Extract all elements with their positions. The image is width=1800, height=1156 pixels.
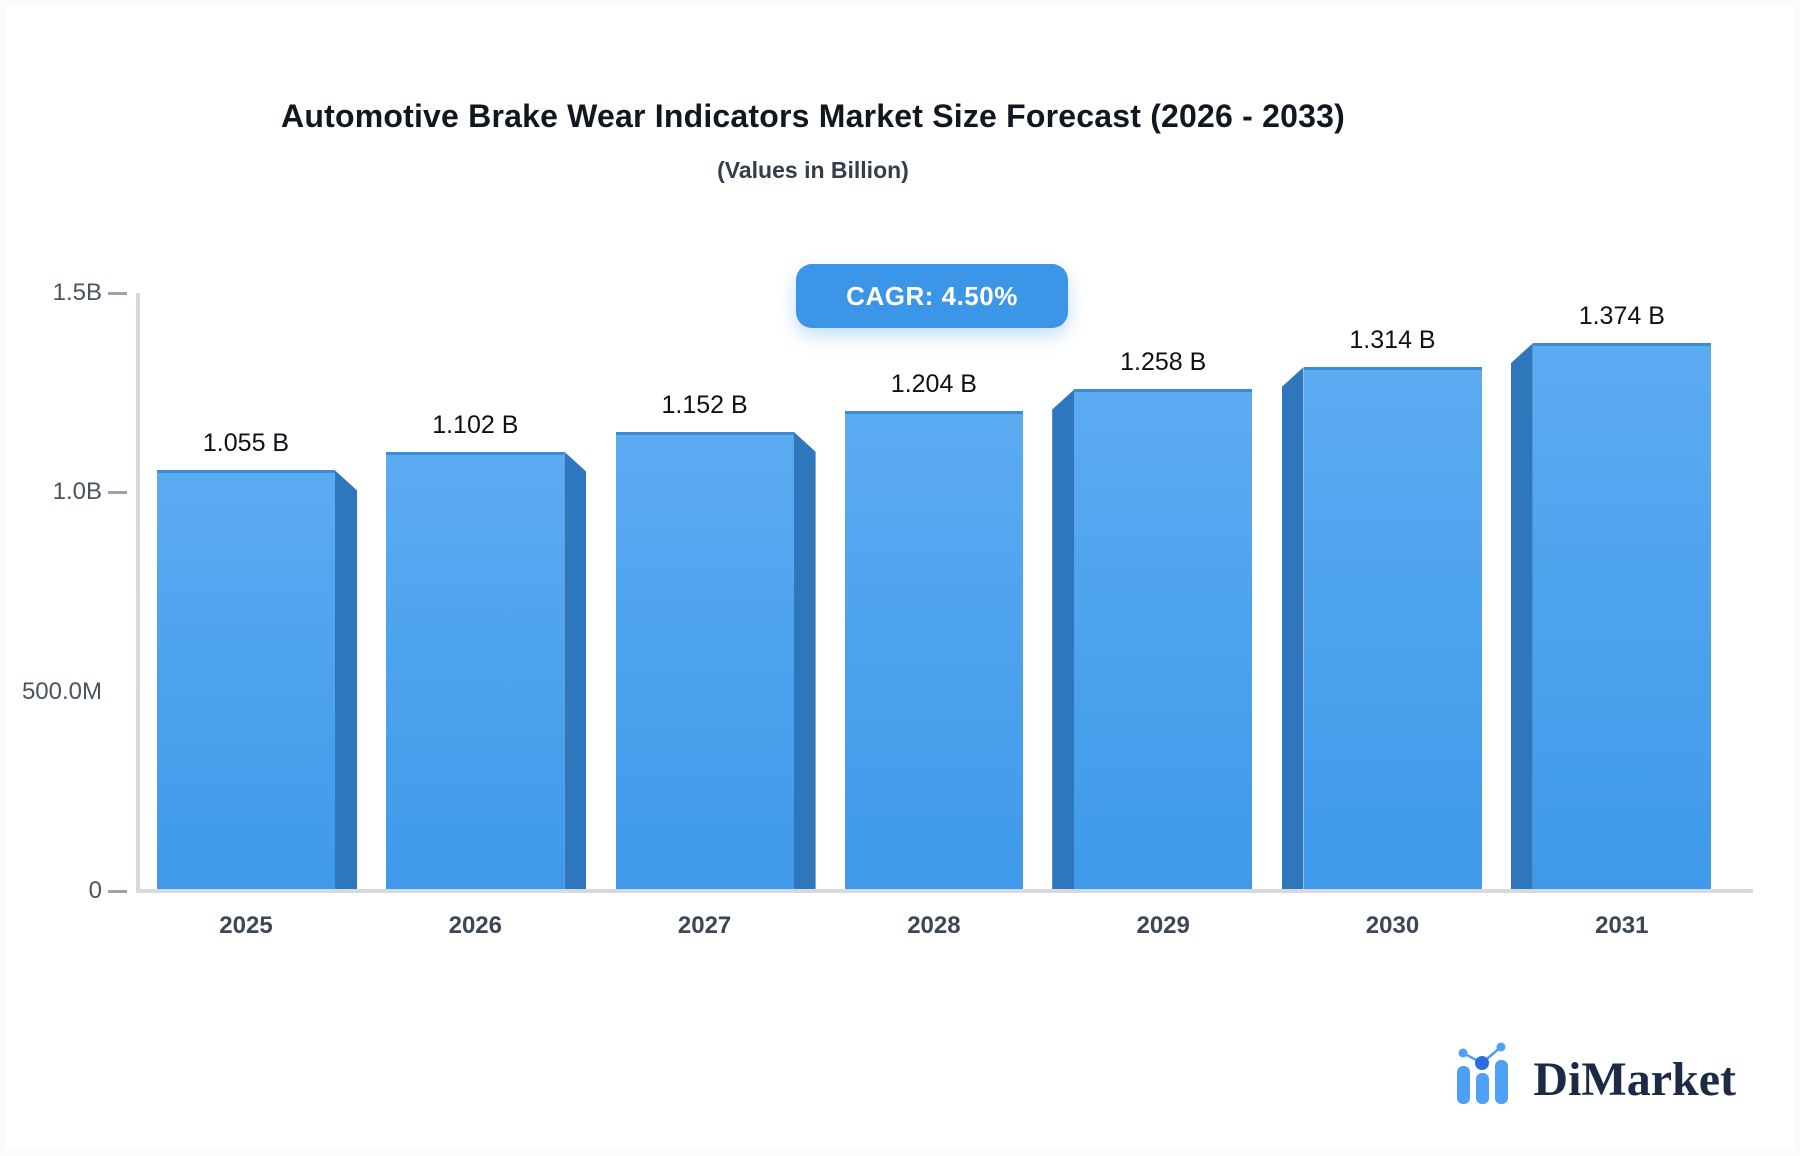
bar-value-label: 1.102 B [432,410,519,439]
bar-value-label: 1.055 B [202,429,290,458]
bar-face [1303,367,1482,891]
chart-title: Automotive Brake Wear Indicators Market … [281,98,1345,134]
x-axis-category-label: 2031 [1595,912,1649,939]
bar-face [157,470,335,891]
bar-value-label: 1.204 B [890,370,977,398]
bar-2026: 1.102 B [386,411,587,891]
x-axis-category-label: 2026 [448,912,502,939]
bar-side-face [1510,343,1533,891]
bar-value-label: 1.258 B [1120,348,1207,377]
x-axis-category-label: 2027 [677,912,732,939]
y-axis-tick-mark [108,889,127,893]
y-axis-tick-mark [108,291,127,295]
y-axis-tick-label: 1.5B [52,279,102,306]
bar-side-face [564,451,587,891]
bar-2028: 1.204 B [844,370,1023,891]
bar-value-label: 1.314 B [1349,326,1436,355]
y-axis-line [136,293,140,891]
bar-side-face [793,431,816,891]
cagr-badge: CAGR: 4.50% [796,264,1068,328]
bar-side-face [1281,367,1304,891]
bar-face [1532,343,1711,891]
y-axis-tick-label: 500.0M [21,677,102,705]
brand-logo: DiMarket [1455,1040,1736,1104]
bar-value-label: 1.152 B [661,390,748,419]
bar-side-face [335,470,357,891]
bar-face [844,411,1023,891]
y-axis-tick-mark [108,490,127,494]
x-axis-category-label: 2030 [1365,912,1420,939]
bar-face [386,451,565,891]
x-axis-baseline [136,889,1753,893]
bar-2027: 1.152 B [615,391,816,891]
bar-face [615,431,794,891]
bar-2025: 1.055 B [157,429,357,891]
bar-value-label: 1.374 B [1578,302,1665,331]
x-axis-category-label: 2025 [219,912,273,939]
brand-wordmark: DiMarket [1533,1053,1736,1106]
chart-header: Automotive Brake Wear Indicators Market … [6,98,1620,184]
y-axis-tick-label: 0 [88,877,102,904]
bar-side-face [1052,389,1075,891]
x-axis-category-label: 2028 [907,912,961,939]
chart-subtitle: (Values in Billion) [717,157,909,183]
bar-face [1074,389,1253,891]
x-axis-category-label: 2029 [1136,912,1190,939]
bar-2030: 1.314 B [1281,326,1482,891]
brand-bar-chart-icon [1457,1042,1509,1104]
bar-2031: 1.374 B [1510,302,1711,891]
y-axis-tick-label: 1.0B [52,478,102,506]
bar-2029: 1.258 B [1052,348,1253,891]
